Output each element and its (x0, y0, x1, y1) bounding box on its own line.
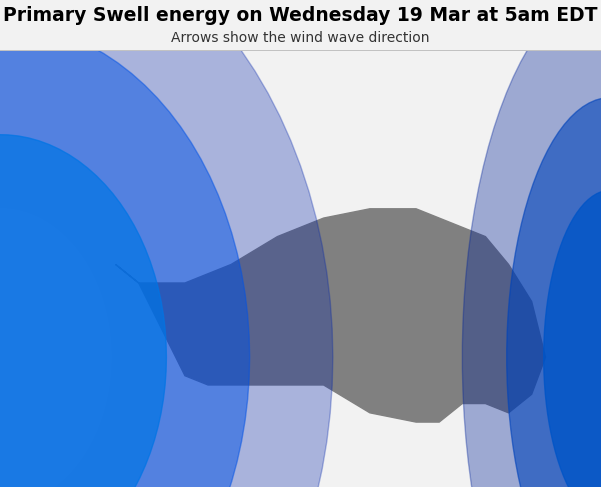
Polygon shape (462, 0, 601, 487)
Polygon shape (544, 190, 601, 487)
Polygon shape (507, 97, 601, 487)
Polygon shape (0, 209, 111, 487)
Polygon shape (0, 23, 249, 487)
Text: Primary Swell energy on Wednesday 19 Mar at 5am EDT: Primary Swell energy on Wednesday 19 Mar… (3, 6, 598, 25)
Polygon shape (115, 209, 546, 422)
Text: Arrows show the wind wave direction: Arrows show the wind wave direction (171, 31, 430, 45)
Polygon shape (0, 0, 333, 487)
Polygon shape (0, 134, 166, 487)
